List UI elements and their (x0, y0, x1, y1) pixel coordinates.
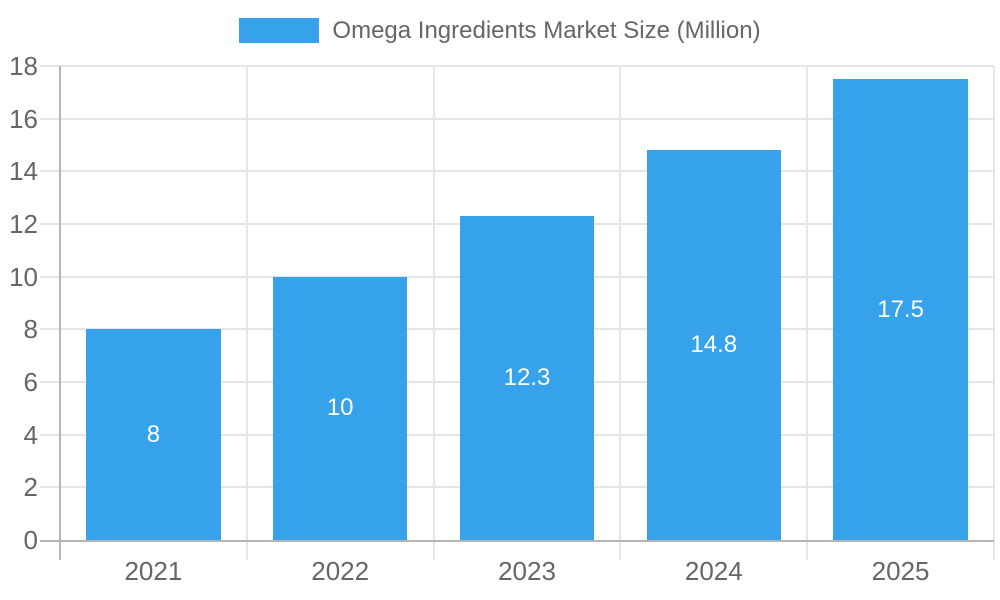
chart-legend-item[interactable]: Omega Ingredients Market Size (Million) (0, 18, 1000, 43)
bar-value-label: 8 (146, 420, 161, 448)
bar-value-label: 17.5 (877, 295, 924, 323)
x-axis-tick-label: 2025 (871, 556, 930, 586)
bar[interactable] (646, 150, 782, 540)
bar-value-label: 12.3 (503, 364, 551, 392)
legend-swatch (239, 18, 320, 43)
y-axis-tick-label: 16 (9, 103, 38, 134)
bar-value-label: 10 (326, 394, 354, 422)
bar[interactable] (86, 329, 221, 540)
x-axis-tick-label: 2024 (684, 556, 743, 586)
x-gridline (245, 66, 248, 560)
y-gridline (40, 170, 994, 173)
y-axis-tick-label: 12 (9, 209, 38, 239)
y-axis-tick-label: 10 (9, 261, 38, 292)
y-axis-tick-label: 2 (23, 472, 38, 503)
bar[interactable] (272, 276, 408, 540)
x-axis-line (40, 540, 994, 542)
x-gridline (806, 66, 809, 560)
x-axis-tick-label: 2023 (498, 556, 556, 586)
legend-label: Omega Ingredients Market Size (Million) (332, 17, 761, 44)
y-axis-tick-label: 4 (23, 419, 38, 450)
y-axis-tick-label: 8 (23, 314, 38, 345)
x-gridline (619, 66, 622, 560)
x-gridline (432, 66, 435, 560)
x-axis-tick-label: 2021 (124, 556, 183, 586)
y-axis-tick-label: 18 (9, 51, 38, 81)
bar[interactable] (833, 79, 968, 540)
x-gridline (993, 66, 995, 560)
y-axis-tick-label: 14 (9, 156, 38, 187)
bar[interactable] (459, 216, 595, 540)
x-axis-tick-label: 2022 (311, 556, 370, 586)
y-gridline (40, 65, 994, 67)
bar-value-label: 14.8 (690, 331, 738, 359)
y-axis-tick-label: 6 (23, 367, 38, 397)
y-gridline (40, 117, 994, 120)
y-axis-line (59, 66, 61, 560)
y-axis-tick-label: 0 (23, 525, 38, 555)
